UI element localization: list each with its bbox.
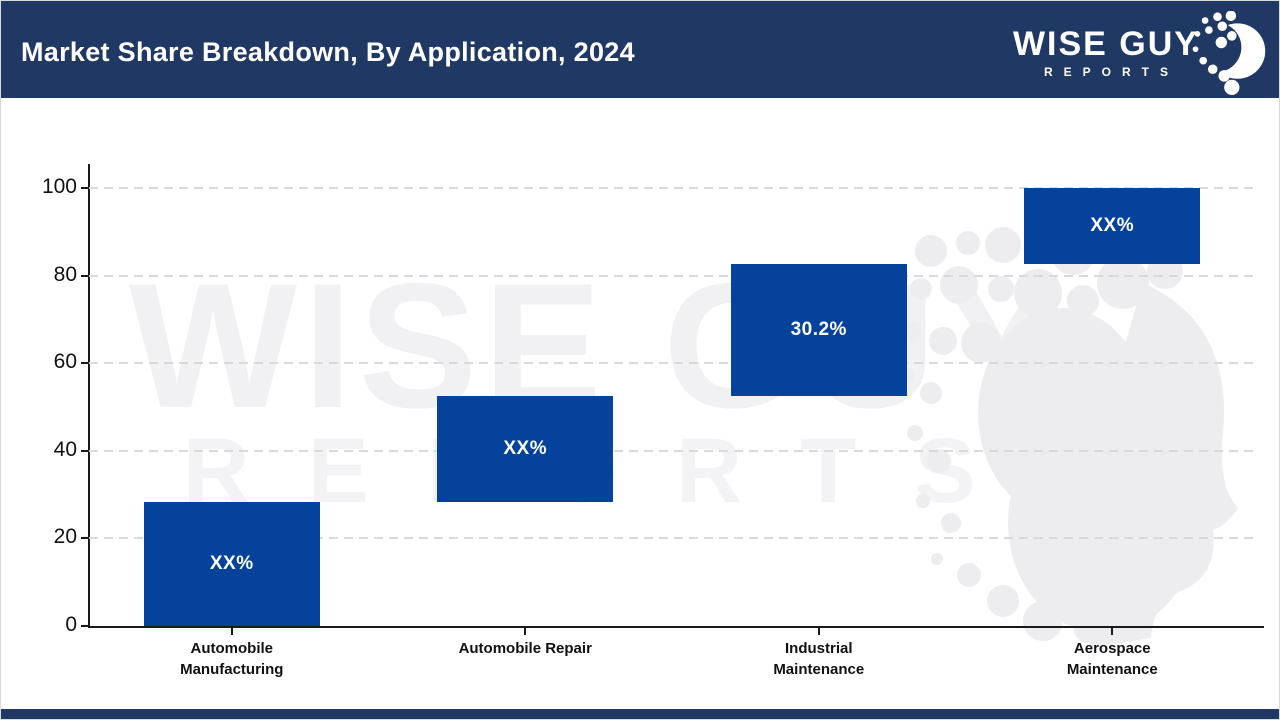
y-tick-label: 80: [53, 262, 77, 286]
plot-area: 0 20 40 60 80 100 XX% Automobile Manufacturing X…: [1, 98, 1279, 719]
x-category-label: Automobile Repair: [458, 640, 592, 657]
x-tick-mark: [230, 628, 233, 635]
gridline: [89, 187, 1257, 189]
x-category-label: Aerospace Maintenance: [1066, 640, 1158, 678]
wise-guy-logo: WISE GUY REPORTS: [1013, 11, 1267, 95]
gridline: [89, 274, 1257, 277]
bar: XX%: [143, 501, 320, 626]
gridline: [89, 537, 1257, 540]
logo-primary-text: WISE GUY: [1012, 24, 1199, 63]
bar: XX%: [1024, 188, 1201, 264]
x-category-label: Automobile Manufacturing: [180, 640, 284, 678]
y-tick-label: 0: [65, 613, 77, 636]
bar-value-label: XX%: [1090, 214, 1135, 236]
x-category-label: Industrial Maintenance: [773, 640, 865, 678]
watermark-head-icon: [900, 226, 1238, 648]
x-tick-mark: [817, 628, 820, 635]
y-tick-mark: [81, 187, 89, 189]
footer-bar: [1, 709, 1279, 719]
gridline: [89, 449, 1257, 452]
gridline: [89, 362, 1257, 365]
y-tick-label: 60: [53, 350, 77, 374]
logo-text: WISE GUY REPORTS: [1012, 24, 1199, 80]
logo-secondary-text: REPORTS: [1043, 65, 1179, 80]
y-axis-line: [88, 164, 90, 628]
y-tick-label: 40: [53, 437, 77, 461]
x-tick-mark: [1111, 628, 1114, 635]
bar-value-label: XX%: [209, 552, 254, 574]
x-axis-line: [88, 626, 1264, 628]
y-tick-mark: [81, 537, 89, 540]
page-title: Market Share Breakdown, By Application, …: [21, 37, 635, 67]
y-tick-label: 20: [53, 525, 77, 549]
bar-value-label: 30.2%: [790, 318, 847, 340]
bar: XX%: [437, 396, 614, 502]
y-tick-mark: [81, 274, 89, 277]
bar-value-label: XX%: [503, 437, 548, 459]
logo-head-icon: [1191, 11, 1266, 95]
header-bar: Market Share Breakdown, By Application, …: [1, 1, 1279, 98]
y-tick-label: 100: [41, 175, 77, 198]
bar: 30.2%: [730, 263, 907, 397]
y-tick-mark: [81, 362, 89, 365]
x-tick-mark: [524, 628, 527, 635]
y-tick-mark: [81, 625, 89, 627]
y-tick-mark: [81, 449, 89, 452]
